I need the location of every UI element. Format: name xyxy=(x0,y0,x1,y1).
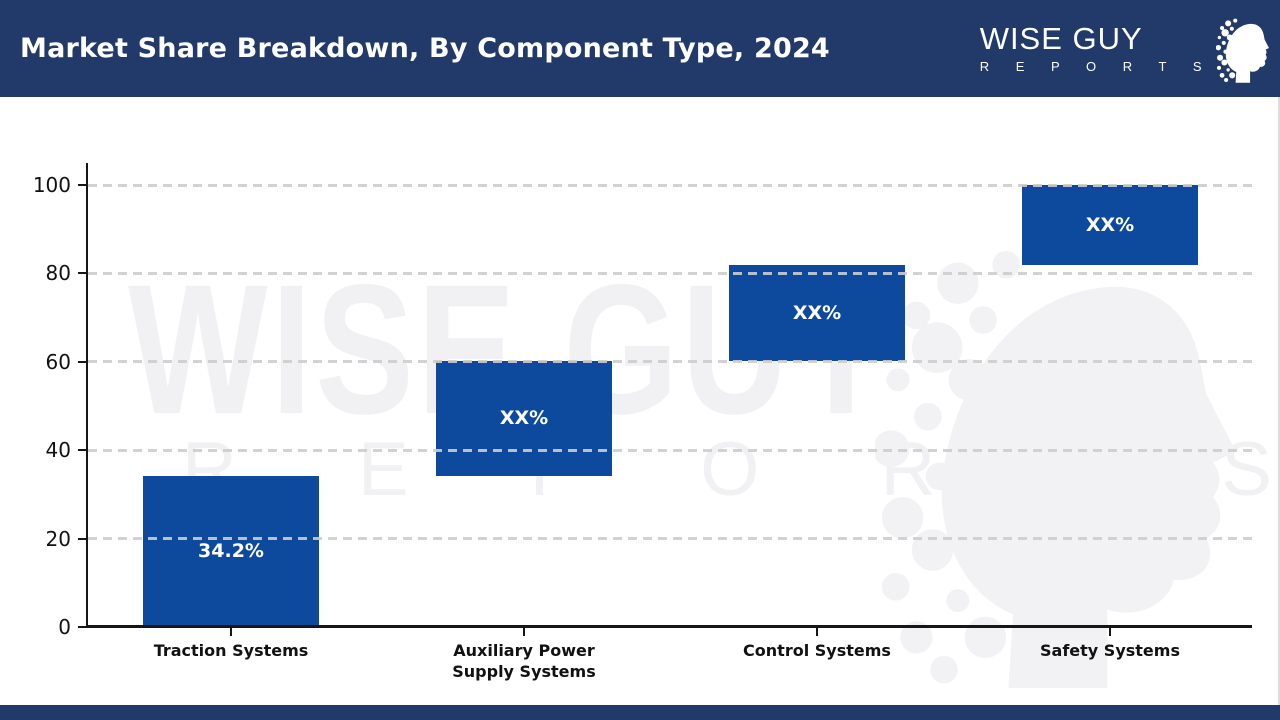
watermark-head-logo-icon xyxy=(875,251,1237,688)
bar-value-label: 34.2% xyxy=(198,540,264,563)
bar xyxy=(729,264,905,361)
bar xyxy=(436,360,612,476)
logo-text: WISE GUY R E P O R T S xyxy=(980,23,1213,74)
gridline xyxy=(88,183,1252,187)
bar xyxy=(1022,185,1198,265)
bar-value-label: XX% xyxy=(792,301,842,324)
x-axis-tick xyxy=(230,628,232,636)
footer-bar xyxy=(0,705,1280,720)
logo-name: WISE GUY xyxy=(979,21,1143,56)
y-axis-tick xyxy=(78,449,87,452)
y-axis-tick-label: 20 xyxy=(45,526,71,551)
logo-head-icon xyxy=(1216,18,1269,83)
x-axis-label: Control Systems xyxy=(743,641,891,660)
x-axis-label: Safety Systems xyxy=(1040,641,1180,660)
y-axis-tick-label: 0 xyxy=(58,615,71,639)
figure-right-border xyxy=(1278,0,1280,720)
x-axis-tick xyxy=(816,628,818,636)
x-axis-line xyxy=(86,625,1252,628)
bar xyxy=(143,475,319,627)
y-axis-line xyxy=(86,163,88,628)
logo-tagline: R E P O R T S xyxy=(979,59,1213,74)
y-axis-tick-label: 60 xyxy=(45,349,71,374)
gridline xyxy=(88,448,1252,452)
y-axis-tick xyxy=(78,272,87,275)
bar-value-label: XX% xyxy=(1085,213,1135,236)
x-axis-label: Auxiliary Power Supply Systems xyxy=(452,641,596,681)
header-bar: Market Share Breakdown, By Component Typ… xyxy=(0,0,1280,97)
x-axis-tick xyxy=(523,628,525,636)
y-axis-tick xyxy=(78,184,87,186)
gridline xyxy=(88,360,1252,364)
y-axis-tick xyxy=(78,360,87,363)
y-axis-tick xyxy=(78,537,87,540)
y-axis-tick-label: 100 xyxy=(32,173,71,197)
x-axis-tick xyxy=(1109,628,1111,636)
x-axis-label: Traction Systems xyxy=(153,641,309,660)
y-axis-tick xyxy=(78,626,87,628)
y-axis-tick-label: 80 xyxy=(45,261,71,286)
gridline xyxy=(88,537,1252,541)
wiseguy-logo: WISE GUY R E P O R T S xyxy=(980,0,1270,97)
y-axis-tick-label: 40 xyxy=(45,438,71,463)
chart-title: Market Share Breakdown, By Component Typ… xyxy=(20,33,830,64)
bar-value-label: XX% xyxy=(499,407,549,430)
gridline xyxy=(88,271,1252,275)
